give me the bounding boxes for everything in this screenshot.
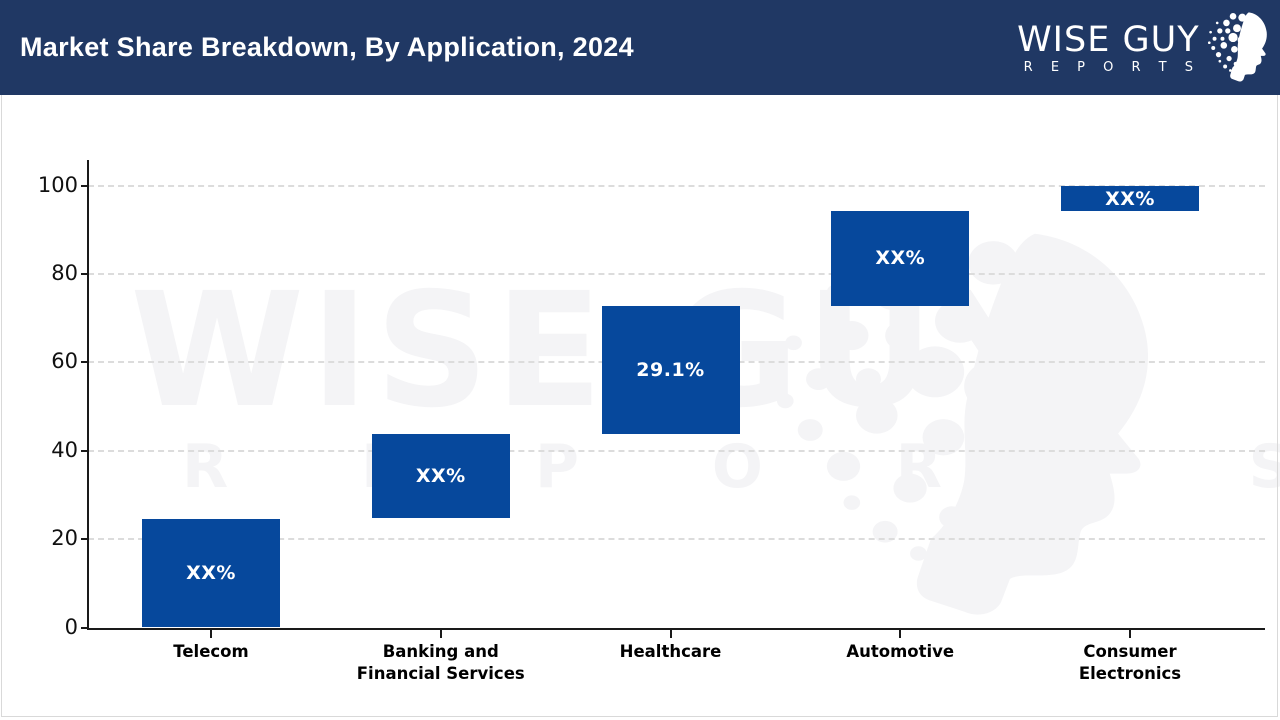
page-title: Market Share Breakdown, By Application, … xyxy=(20,32,634,62)
category-label-line: Healthcare xyxy=(619,641,722,661)
x-axis-line xyxy=(86,627,1265,630)
category-label-line: Automotive xyxy=(846,641,955,661)
gridline-y20 xyxy=(87,538,1265,541)
y-axis-tick-label: 60 xyxy=(51,349,78,374)
bar-value-label: XX% xyxy=(186,562,236,585)
bar-healthcare: 29.1% xyxy=(601,305,740,435)
x-axis-category-label: Consumer Electronics xyxy=(1015,641,1245,685)
y-axis-tick-label: 80 xyxy=(51,260,78,285)
logo-subtext: R E P O R T S xyxy=(1023,60,1200,75)
logo-face-icon xyxy=(1204,8,1270,88)
category-label-line: Financial Services xyxy=(356,663,525,683)
y-axis-tick-label: 20 xyxy=(51,526,78,551)
x-axis-category-label: Banking and Financial Services xyxy=(326,641,556,685)
bar-telecom: XX% xyxy=(142,518,280,628)
bar-value-label: XX% xyxy=(415,465,466,488)
bar-value-label: 29.1% xyxy=(636,359,705,382)
x-axis-tick-mark xyxy=(899,629,902,638)
y-axis-tick-mark xyxy=(80,538,88,541)
bar-value-label: XX% xyxy=(1105,187,1155,210)
gridline-y80 xyxy=(87,272,1265,275)
bar-banking-and-financial-services: XX% xyxy=(371,434,510,519)
y-axis-tick-mark xyxy=(80,361,88,364)
bar-automotive: XX% xyxy=(831,210,970,306)
y-axis-tick-mark xyxy=(80,184,88,187)
x-axis-tick-mark xyxy=(210,629,212,638)
y-axis-tick-label: 100 xyxy=(37,172,78,197)
y-axis-tick-label: 0 xyxy=(64,614,78,639)
category-label-line: Telecom xyxy=(173,641,249,661)
x-axis-tick-mark xyxy=(1129,629,1131,638)
bar-value-label: XX% xyxy=(875,247,926,270)
y-axis-tick-mark xyxy=(80,449,88,452)
bar-consumer-electronics: XX% xyxy=(1061,186,1199,211)
x-axis-category-label: Telecom xyxy=(96,641,326,663)
wise-guy-reports-logo: WISE GUY R E P O R T S xyxy=(1017,6,1270,90)
logo-wordmark: WISE GUY xyxy=(1017,20,1200,60)
x-axis-tick-mark xyxy=(669,629,672,638)
x-axis-category-label: Healthcare xyxy=(556,641,786,663)
gridline-y100 xyxy=(87,184,1265,187)
category-label-line: Electronics xyxy=(1078,663,1182,683)
x-axis-tick-mark xyxy=(439,629,442,638)
y-axis-line xyxy=(86,160,89,630)
y-axis-tick-label: 40 xyxy=(51,437,78,462)
category-label-line: Banking and xyxy=(382,641,499,661)
header-bar: Market Share Breakdown, By Application, … xyxy=(0,0,1280,95)
y-axis-tick-mark xyxy=(80,626,88,629)
x-axis-category-label: Automotive xyxy=(785,641,1015,663)
gridline-y40 xyxy=(87,449,1265,452)
y-axis-tick-mark xyxy=(80,272,88,275)
category-label-line: Consumer xyxy=(1083,641,1177,661)
